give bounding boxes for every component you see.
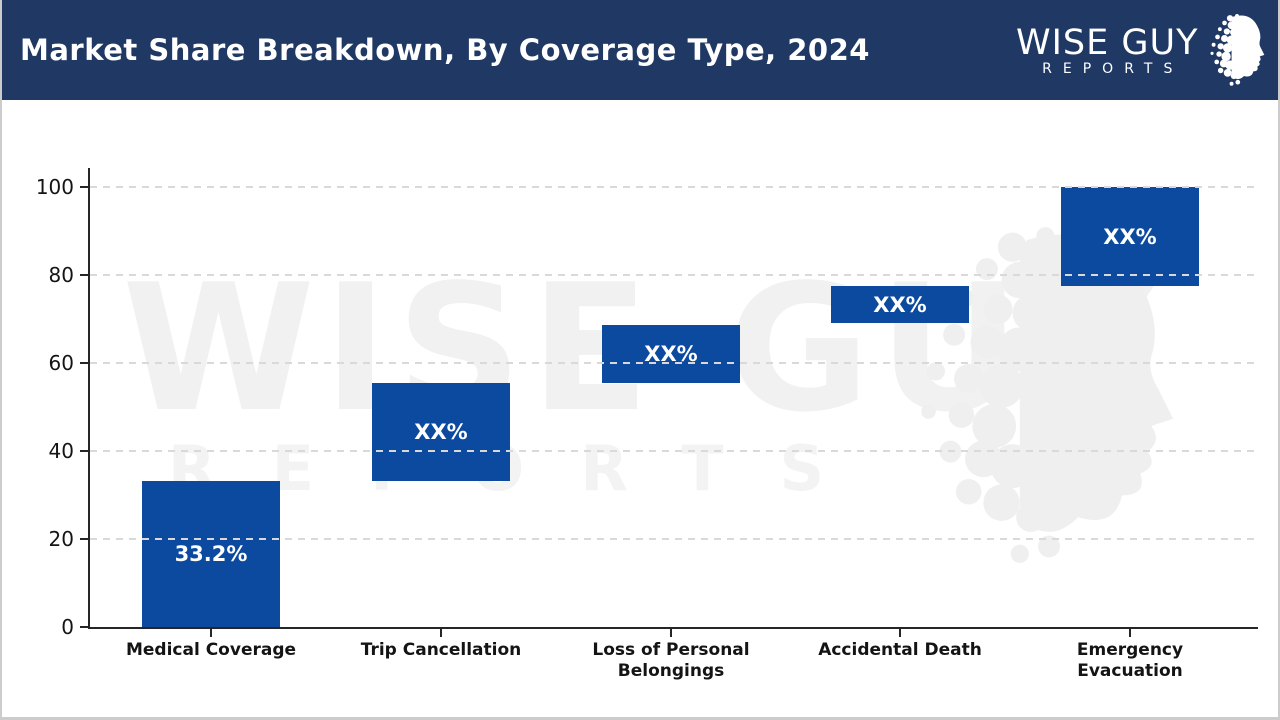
x-category-label: Accidental Death <box>818 640 982 660</box>
x-tick-mark <box>670 629 672 637</box>
bar-value-label: XX% <box>644 341 698 366</box>
y-tick-mark <box>80 186 88 188</box>
brand-name: WISE GUY <box>1016 22 1199 63</box>
y-tick-mark <box>80 450 88 452</box>
chart-title: Market Share Breakdown, By Coverage Type… <box>20 33 870 67</box>
brand-subtitle: REPORTS <box>1042 61 1184 78</box>
bar: XX% <box>372 382 510 481</box>
gridline <box>90 186 1257 188</box>
y-tick-label: 0 <box>61 615 74 639</box>
brand-logo: WISE GUY REPORTS <box>1016 6 1266 96</box>
y-tick-label: 60 <box>48 351 74 375</box>
bar: 33.2% <box>142 480 280 627</box>
y-tick-label: 40 <box>48 439 74 463</box>
y-tick-mark <box>80 362 88 364</box>
x-tick-mark <box>899 629 901 637</box>
bar: XX% <box>831 286 969 324</box>
gridline <box>90 362 1257 364</box>
brand-logo-text: WISE GUY REPORTS <box>1016 22 1199 78</box>
y-tick-label: 100 <box>35 175 74 199</box>
x-category-label: Loss of Personal Belongings <box>592 640 750 682</box>
face-profile-logo-icon <box>1210 13 1264 86</box>
y-tick-label: 20 <box>48 527 74 551</box>
bar-value-label: XX% <box>1103 224 1157 249</box>
x-category-label: Emergency Evacuation <box>1076 640 1184 682</box>
y-tick-mark <box>80 538 88 540</box>
bar: XX% <box>602 325 740 383</box>
gridline <box>90 274 1257 276</box>
x-axis-line <box>88 627 1258 629</box>
bar-value-label: 33.2% <box>174 541 248 566</box>
bar-value-label: XX% <box>873 292 927 317</box>
gridline <box>90 538 1257 540</box>
bar-value-label: XX% <box>414 419 468 444</box>
x-category-label: Medical Coverage <box>125 640 297 660</box>
bar: XX% <box>1061 187 1199 286</box>
x-tick-mark <box>440 629 442 637</box>
y-tick-label: 80 <box>48 263 74 287</box>
y-tick-mark <box>80 626 88 628</box>
header-bar: Market Share Breakdown, By Coverage Type… <box>0 0 1280 100</box>
gridline <box>90 450 1257 452</box>
y-axis-line <box>88 168 90 629</box>
x-tick-mark <box>1129 629 1131 637</box>
x-tick-mark <box>210 629 212 637</box>
y-tick-mark <box>80 274 88 276</box>
x-category-label: Trip Cancellation <box>360 640 522 660</box>
